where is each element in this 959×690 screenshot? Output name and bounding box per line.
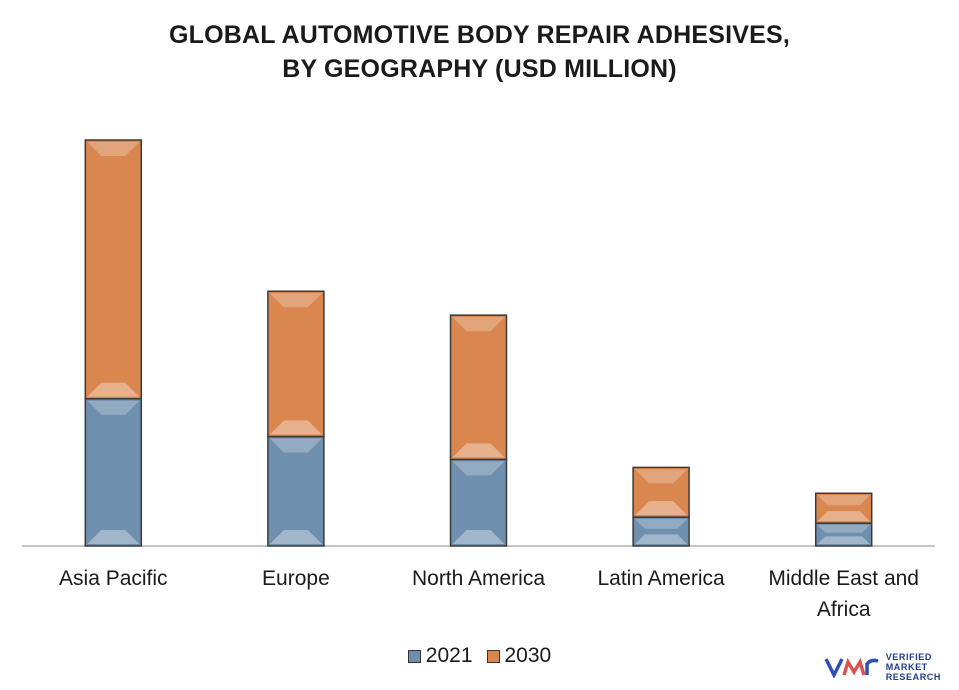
bar-2021-asia-pacific bbox=[84, 397, 143, 547]
bar-2021-europe bbox=[267, 435, 325, 547]
category-label-asia-pacific: Asia Pacific bbox=[59, 567, 168, 590]
bar-2030-latin-america bbox=[632, 466, 690, 518]
bar-2030-asia-pacific bbox=[84, 139, 143, 400]
chart-title-line1: GLOBAL AUTOMOTIVE BODY REPAIR ADHESIVES, bbox=[168, 21, 791, 49]
vmr-logo: VERIFIED MARKET RESEARCH bbox=[824, 652, 941, 682]
category-label-middle-east-and-africa-line2: Africa bbox=[817, 598, 871, 621]
bar-2030-europe bbox=[267, 290, 325, 438]
vmr-logo-icon bbox=[824, 657, 879, 678]
legend-swatch-2021 bbox=[407, 649, 421, 663]
category-label-latin-america: Latin America bbox=[597, 567, 725, 590]
legend-label-2030: 2030 bbox=[504, 644, 552, 667]
legend: 2021 2030 bbox=[0, 644, 959, 668]
category-label-europe: Europe bbox=[262, 567, 330, 590]
chart-title-line2: BY GEOGRAPHY (USD MILLION) bbox=[282, 55, 677, 83]
legend-label-2021: 2021 bbox=[425, 644, 473, 667]
category-label-north-america: North America bbox=[412, 567, 545, 590]
bar-2021-latin-america bbox=[632, 516, 690, 547]
bar-chart: Asia Pacific Europe North America Latin Ame… bbox=[22, 139, 935, 621]
bar-2030-middle-east-and-africa bbox=[814, 492, 873, 524]
bar-2030-north-america bbox=[449, 314, 508, 461]
bar-2021-north-america bbox=[449, 458, 508, 547]
legend-item-2021: 2021 bbox=[407, 644, 473, 668]
vmr-logo-text: VERIFIED MARKET RESEARCH bbox=[885, 652, 941, 682]
chart-title: GLOBAL AUTOMOTIVE BODY REPAIR ADHESIVES,… bbox=[0, 18, 959, 86]
legend-swatch-2030 bbox=[486, 649, 500, 663]
category-label-middle-east-and-africa-line1: Middle East and bbox=[768, 567, 919, 590]
bar-2021-middle-east-and-africa bbox=[814, 522, 873, 547]
legend-item-2030: 2030 bbox=[486, 644, 552, 668]
